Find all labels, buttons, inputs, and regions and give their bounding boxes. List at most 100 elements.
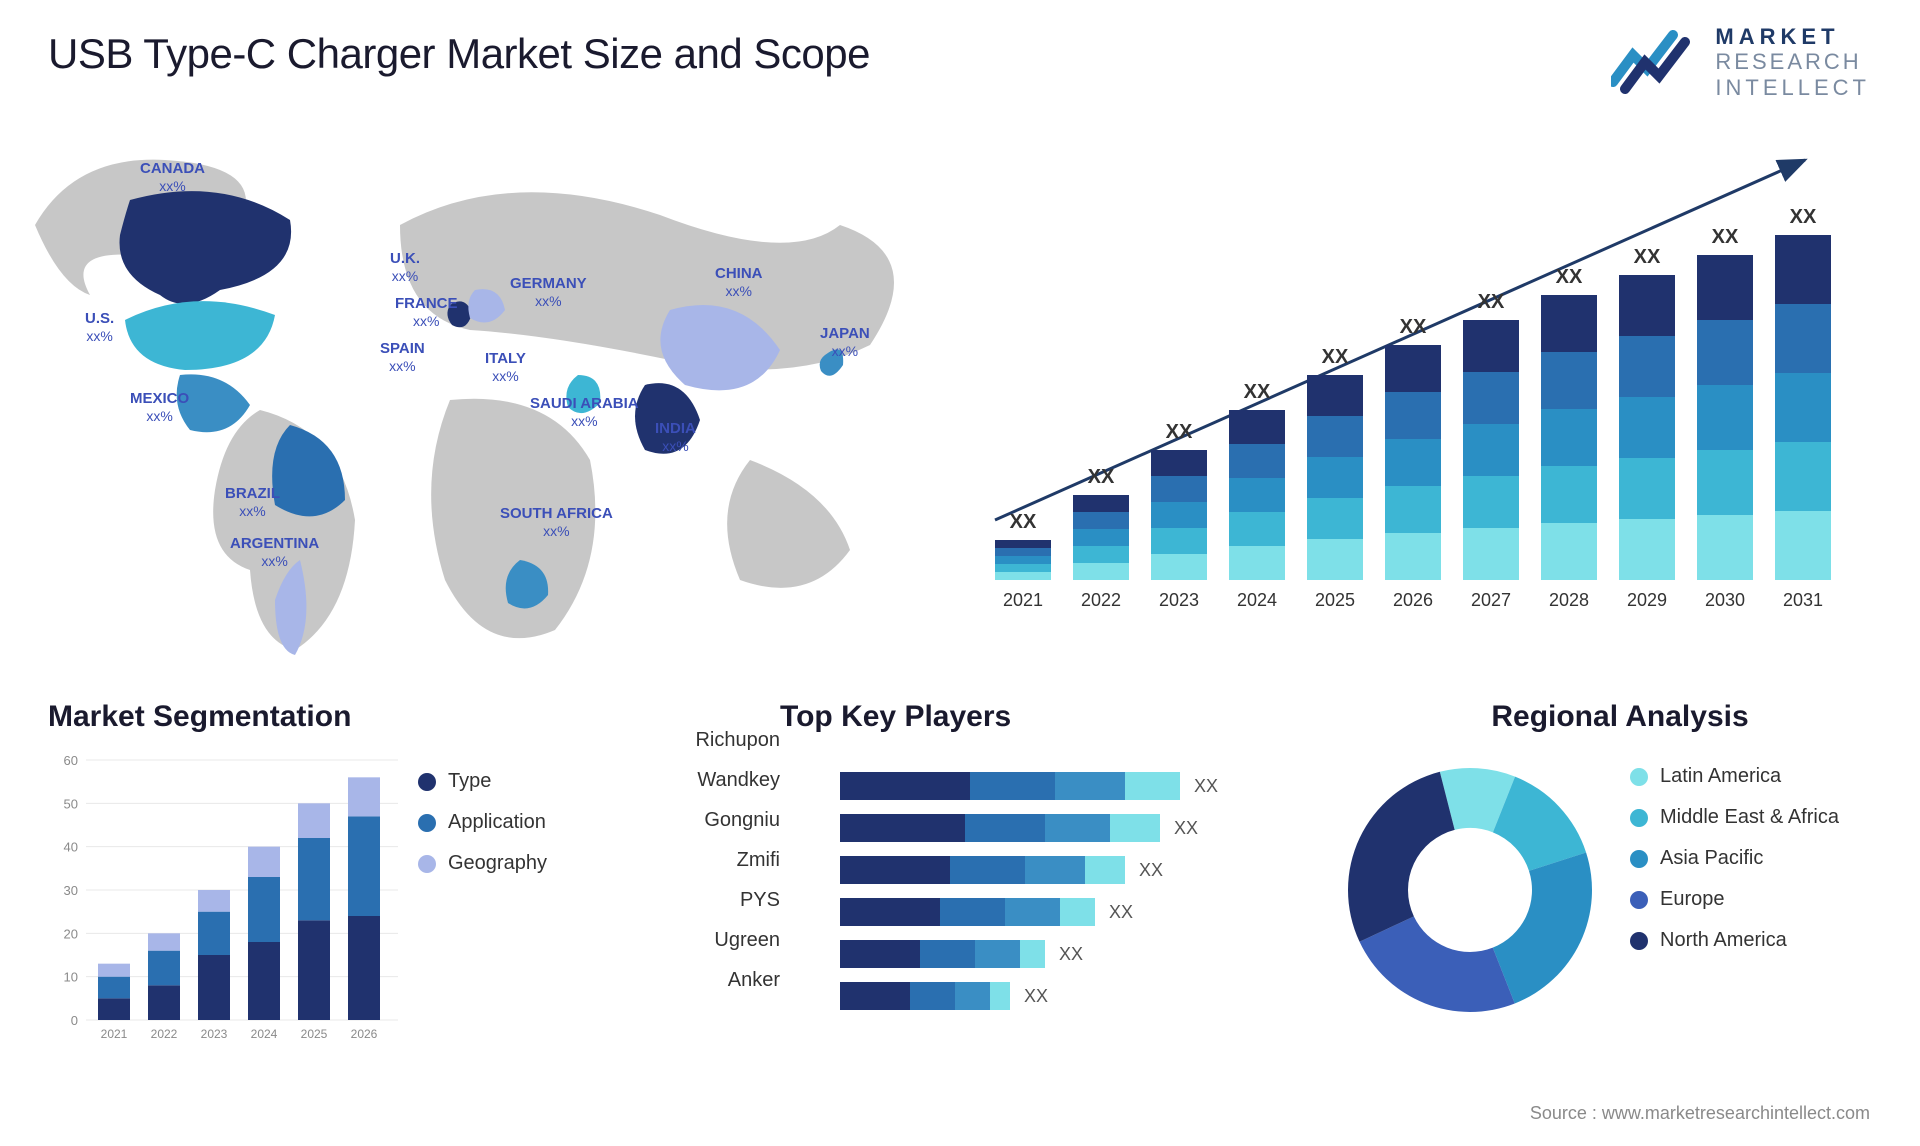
player-name: Richupon (640, 720, 780, 760)
svg-text:2025: 2025 (301, 1027, 328, 1041)
page-title: USB Type-C Charger Market Size and Scope (48, 30, 870, 78)
svg-text:2026: 2026 (1393, 590, 1433, 610)
legend-label: Geography (448, 852, 547, 875)
svg-text:50: 50 (64, 796, 78, 811)
map-label-south-africa: SOUTH AFRICAxx% (500, 505, 613, 540)
map-label-france: FRANCExx% (395, 295, 458, 330)
legend-swatch-icon (418, 855, 436, 873)
regional-panel: Regional Analysis Latin AmericaMiddle Ea… (1350, 700, 1890, 734)
map-label-argentina: ARGENTINAxx% (230, 535, 319, 570)
svg-text:2026: 2026 (351, 1027, 378, 1041)
legend-swatch-icon (1630, 891, 1648, 909)
world-map-panel: CANADAxx%U.S.xx%MEXICOxx%BRAZILxx%ARGENT… (30, 130, 950, 670)
svg-text:2023: 2023 (201, 1027, 228, 1041)
region-legend-label: Latin America (1660, 765, 1781, 788)
player-value: XX (1174, 818, 1198, 839)
map-label-italy: ITALYxx% (485, 350, 526, 385)
legend-swatch-icon (1630, 932, 1648, 950)
svg-text:2021: 2021 (101, 1027, 128, 1041)
player-value: XX (1109, 902, 1133, 923)
svg-text:XX: XX (1244, 381, 1271, 403)
logo-line1: MARKET (1715, 24, 1870, 49)
svg-text:30: 30 (64, 883, 78, 898)
map-label-spain: SPAINxx% (380, 340, 425, 375)
svg-text:2030: 2030 (1705, 590, 1745, 610)
svg-text:2024: 2024 (251, 1027, 278, 1041)
map-label-germany: GERMANYxx% (510, 275, 587, 310)
player-bar (840, 772, 1180, 800)
svg-text:XX: XX (1634, 246, 1661, 268)
legend-swatch-icon (418, 773, 436, 791)
player-value: XX (1139, 860, 1163, 881)
svg-text:XX: XX (1010, 511, 1037, 533)
brand-logo: MARKET RESEARCH INTELLECT (1611, 24, 1870, 100)
svg-text:XX: XX (1400, 316, 1427, 338)
region-legend-label: Middle East & Africa (1660, 806, 1839, 829)
map-label-japan: JAPANxx% (820, 325, 870, 360)
svg-text:10: 10 (64, 970, 78, 985)
svg-text:XX: XX (1478, 291, 1505, 313)
player-bar (840, 940, 1045, 968)
svg-text:2024: 2024 (1237, 590, 1277, 610)
segmentation-title: Market Segmentation (48, 700, 668, 734)
svg-text:XX: XX (1322, 346, 1349, 368)
svg-text:2023: 2023 (1159, 590, 1199, 610)
player-bar-row: XX (840, 856, 1280, 884)
regional-title: Regional Analysis (1350, 700, 1890, 734)
player-bar (840, 982, 1010, 1010)
player-bar-row: XX (840, 772, 1280, 800)
legend-swatch-icon (1630, 768, 1648, 786)
svg-text:20: 20 (64, 926, 78, 941)
player-name: Zmifi (640, 840, 780, 880)
source-attribution: Source : www.marketresearchintellect.com (1530, 1103, 1870, 1124)
player-name: Gongniu (640, 800, 780, 840)
region-legend-label: North America (1660, 929, 1787, 952)
regional-legend: Latin America Middle East & Africa Asia Pa… (1630, 765, 1839, 970)
region-legend-item: Latin America (1630, 765, 1839, 788)
player-value: XX (1024, 986, 1048, 1007)
segmentation-chart: 0102030405060202120222023202420252026 (48, 750, 408, 1050)
legend-swatch-icon (418, 814, 436, 832)
svg-text:XX: XX (1712, 226, 1739, 248)
svg-text:XX: XX (1556, 266, 1583, 288)
key-players-names: RichuponWandkeyGongniuZmifiPYSUgreenAnke… (640, 720, 780, 1000)
region-legend-item: Asia Pacific (1630, 847, 1839, 870)
legend-swatch-icon (1630, 850, 1648, 868)
key-players-bars: XX XX XX XX XX XX (840, 772, 1280, 1024)
segmentation-panel: Market Segmentation 01020304050602021202… (48, 700, 668, 734)
player-bar (840, 814, 1160, 842)
player-bar (840, 856, 1125, 884)
key-players-panel: Top Key Players RichuponWandkeyGongniuZm… (780, 700, 1320, 734)
player-value: XX (1194, 776, 1218, 797)
svg-text:2031: 2031 (1783, 590, 1823, 610)
regional-donut-chart (1330, 750, 1610, 1035)
svg-text:2021: 2021 (1003, 590, 1043, 610)
key-players-title: Top Key Players (780, 700, 1320, 734)
logo-mark-icon (1611, 27, 1699, 97)
svg-text:2028: 2028 (1549, 590, 1589, 610)
map-label-china: CHINAxx% (715, 265, 763, 300)
player-bar-row: XX (840, 898, 1280, 926)
map-label-india: INDIAxx% (655, 420, 696, 455)
legend-item-application: Application (418, 811, 547, 834)
svg-text:40: 40 (64, 840, 78, 855)
player-value: XX (1059, 944, 1083, 965)
svg-text:0: 0 (71, 1013, 78, 1028)
player-name: Anker (640, 960, 780, 1000)
svg-text:2025: 2025 (1315, 590, 1355, 610)
svg-text:XX: XX (1166, 421, 1193, 443)
logo-line2: RESEARCH (1715, 49, 1870, 74)
player-name: Ugreen (640, 920, 780, 960)
region-legend-label: Asia Pacific (1660, 847, 1763, 870)
map-label-mexico: MEXICOxx% (130, 390, 189, 425)
player-bar-row: XX (840, 982, 1280, 1010)
svg-text:2022: 2022 (151, 1027, 178, 1041)
region-legend-item: Middle East & Africa (1630, 806, 1839, 829)
legend-label: Type (448, 770, 491, 793)
svg-text:2027: 2027 (1471, 590, 1511, 610)
svg-text:2022: 2022 (1081, 590, 1121, 610)
legend-item-type: Type (418, 770, 547, 793)
map-label-canada: CANADAxx% (140, 160, 205, 195)
logo-line3: INTELLECT (1715, 75, 1870, 100)
region-legend-item: Europe (1630, 888, 1839, 911)
